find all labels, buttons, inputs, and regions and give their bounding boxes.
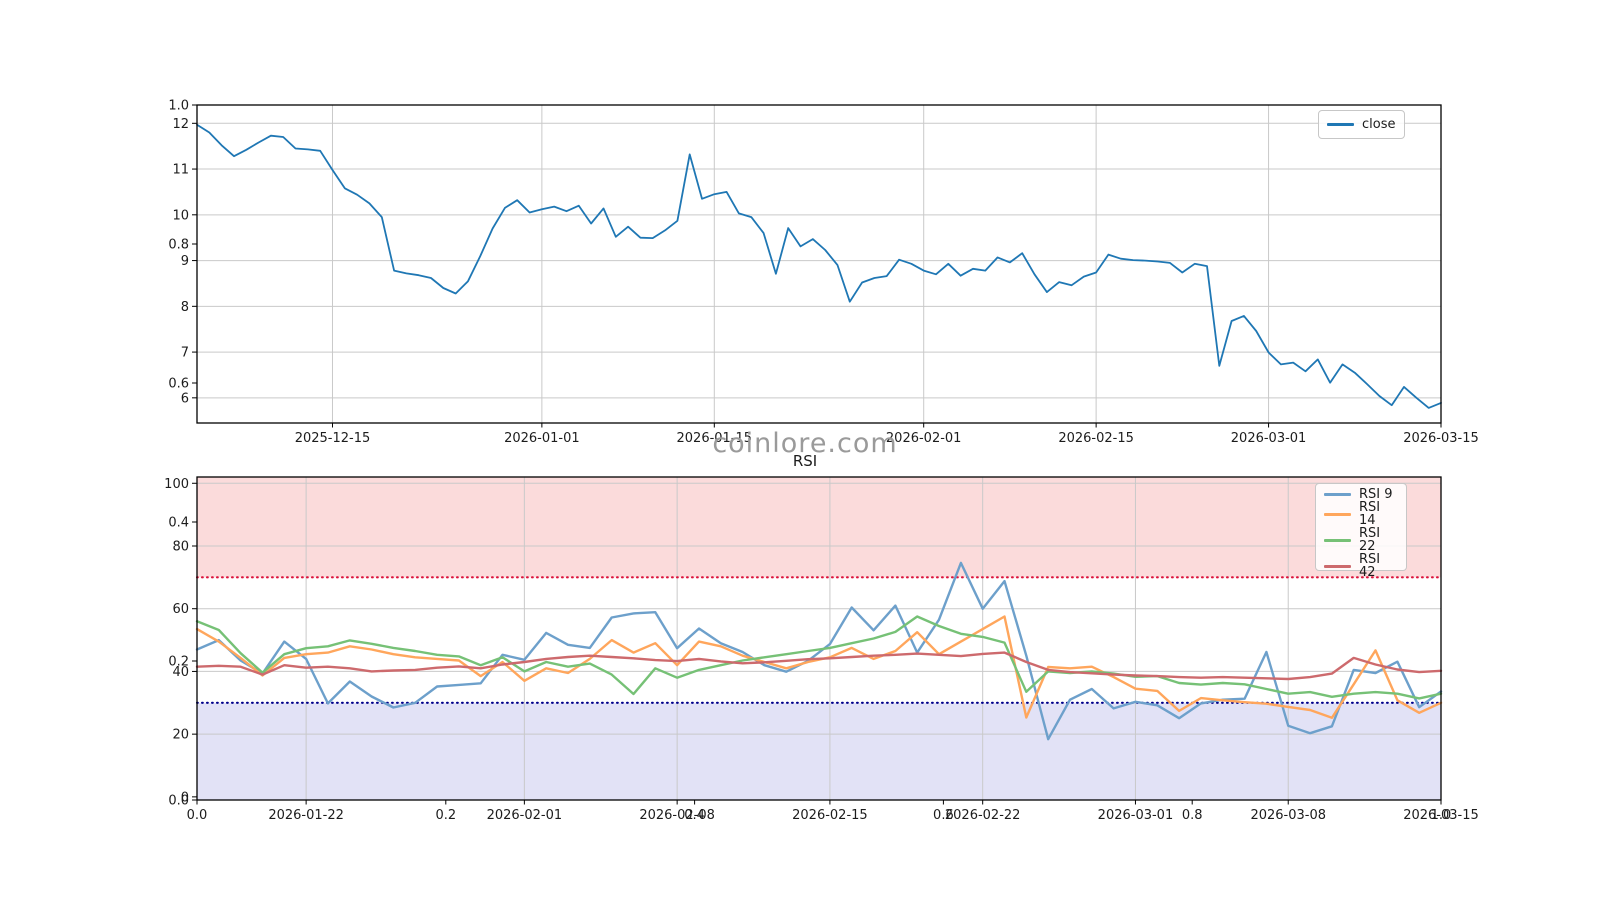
rsi-9-line — [195, 561, 1443, 741]
overlay-ytick-label: 0.4 — [168, 516, 189, 531]
top-ytick-label: 8 — [181, 300, 189, 315]
rsi-ytick-label: 80 — [172, 539, 189, 554]
top-xtick-label: 2026-03-01 — [1231, 431, 1307, 446]
overlay-ytick-label: 0.8 — [168, 238, 189, 253]
top-ytick-label: 12 — [172, 117, 189, 132]
top-xtick-label: 2025-12-15 — [295, 431, 371, 446]
legend-label-close: close — [1362, 117, 1396, 132]
legend-row-rsi-22: RSI 22 — [1324, 527, 1398, 553]
rsi-22-swatch — [1324, 538, 1351, 542]
watermark: coinlore.com — [712, 428, 898, 459]
rsi-xtick-label: 2026-03-01 — [1098, 808, 1174, 823]
rsi-xtick-label: 2026-01-22 — [268, 808, 344, 823]
top-ytick-label: 10 — [172, 208, 189, 223]
overlay-ytick-label: 1.0 — [168, 99, 189, 114]
rsi-xtick-label: 2026-02-08 — [639, 808, 715, 823]
legend-rsi: RSI 9 RSI 14 RSI 22 RSI 42 — [1315, 483, 1407, 579]
top-ytick-label: 9 — [181, 254, 189, 269]
legend-close: close — [1318, 110, 1405, 139]
top-xtick-label: 2026-02-01 — [886, 431, 962, 446]
oversold-band — [197, 702, 1441, 800]
rsi-ytick-label: 0 — [181, 790, 189, 805]
overbought-band — [197, 477, 1441, 578]
rsi-axes-frame — [196, 476, 1442, 801]
overlay-xtick-label: 0.4 — [684, 808, 705, 823]
legend-row-rsi-14: RSI 14 — [1324, 501, 1398, 527]
overlay-ytick-label: 0.6 — [168, 377, 189, 392]
rsi-9-swatch — [1324, 493, 1351, 496]
rsi-xtick-label: 2026-02-15 — [792, 808, 868, 823]
top-ytick-label: 11 — [172, 163, 189, 178]
legend-label-rsi-9: RSI 9 — [1359, 487, 1393, 502]
legend-label-rsi-42: RSI 42 — [1359, 552, 1381, 580]
close-line-swatch — [1327, 123, 1354, 126]
legend-label-rsi-14: RSI 14 — [1359, 500, 1381, 528]
close-line — [196, 123, 1442, 409]
rsi-subplot-title: RSI — [792, 452, 818, 470]
overlay-xtick-label: 0.2 — [435, 808, 456, 823]
rsi-ytick-label: 100 — [164, 477, 189, 492]
rsi-ytick-label: 60 — [172, 602, 189, 617]
top-xtick-label: 2026-02-15 — [1058, 431, 1134, 446]
legend-row-rsi-9: RSI 9 — [1324, 488, 1398, 501]
top-xtick-label: 2026-01-15 — [677, 431, 753, 446]
overlay-ytick-label: 0.2 — [168, 655, 189, 670]
overlay-xtick-label: 1.0 — [1431, 808, 1452, 823]
rsi-14-swatch — [1324, 512, 1351, 516]
overlay-xtick-label: 0.0 — [187, 808, 208, 823]
legend-row-rsi-42: RSI 42 — [1324, 553, 1398, 579]
rsi-xtick-label: 2026-03-15 — [1403, 808, 1479, 823]
top-ytick-label: 7 — [181, 346, 189, 361]
top-xtick-label: 2026-01-01 — [504, 431, 580, 446]
rsi-xtick-label: 2026-02-01 — [487, 808, 563, 823]
overlay-ytick-label: 0.0 — [168, 794, 189, 809]
top-axes-frame — [196, 104, 1442, 424]
top-ytick-label: 6 — [181, 391, 189, 406]
legend-row-close: close — [1327, 118, 1396, 131]
rsi-42-line — [195, 651, 1443, 681]
rsi-xtick-label: 2026-02-22 — [945, 808, 1021, 823]
top-xtick-label: 2026-03-15 — [1403, 431, 1479, 446]
rsi-42-swatch — [1324, 564, 1351, 568]
rsi-ytick-label: 20 — [172, 728, 189, 743]
legend-label-rsi-22: RSI 22 — [1359, 526, 1381, 554]
overlay-xtick-label: 0.6 — [933, 808, 954, 823]
rsi-ytick-label: 40 — [172, 665, 189, 680]
rsi-22-line — [195, 615, 1443, 700]
overlay-xtick-label: 0.8 — [1182, 808, 1203, 823]
rsi-xtick-label: 2026-03-08 — [1250, 808, 1326, 823]
